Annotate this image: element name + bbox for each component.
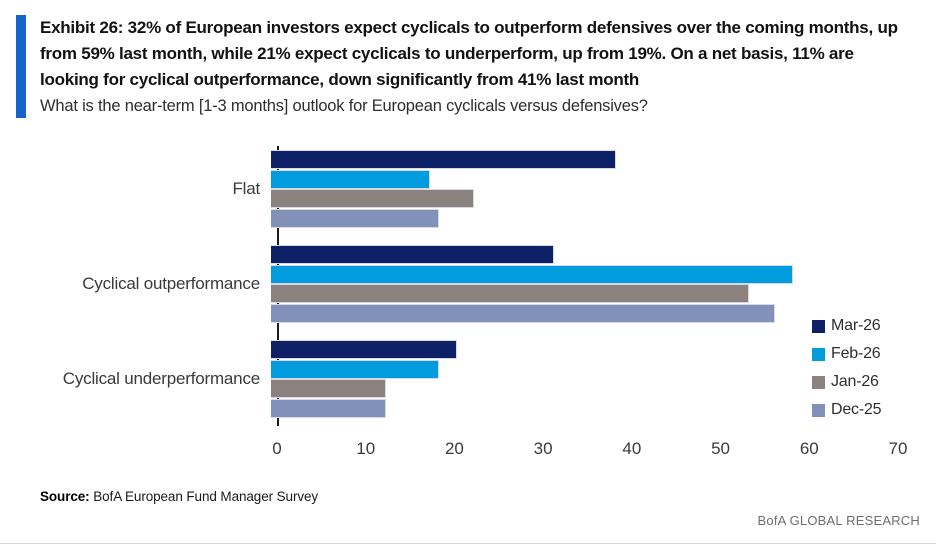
- x-tick-label: 10: [356, 439, 376, 458]
- legend-item-dec-25: Dec-25: [812, 401, 882, 419]
- bar-jan-26-cyclical-underperformance: [271, 379, 386, 398]
- source-text: BofA European Fund Manager Survey: [89, 489, 319, 504]
- legend-label: Mar-26: [831, 317, 881, 334]
- x-tick-label: 0: [272, 439, 282, 458]
- chart-group-flat: Flat: [0, 150, 898, 228]
- source-note: Source: BofA European Fund Manager Surve…: [40, 489, 318, 504]
- x-tick-label: 20: [444, 439, 464, 458]
- x-tick-label: 70: [888, 439, 908, 458]
- bar-dec-25-cyclical-outperformance: [271, 303, 776, 323]
- legend-swatch-icon: [812, 347, 825, 361]
- bar-feb-26-flat: [271, 169, 431, 189]
- category-label: Flat: [232, 179, 260, 198]
- header-accent-bar: [16, 15, 26, 118]
- x-tick-label: 60: [799, 439, 819, 458]
- chart-groups: Flat Cyclical outperformance Cyclical unde…: [0, 150, 898, 418]
- bar-feb-26-cyclical-underperformance: [271, 359, 439, 379]
- legend-item-mar-26: Mar-26: [812, 317, 881, 335]
- chart-question-subtitle: What is the near-term [1-3 months] outlo…: [40, 97, 648, 115]
- bar-dec-25-cyclical-underperformance: [271, 398, 386, 418]
- chart-group-cyclical-outperformance: Cyclical outperformance: [0, 245, 898, 323]
- bar-mar-26-flat: [271, 150, 616, 169]
- legend: Mar-26 Feb-26 Jan-26 Dec-25: [812, 317, 882, 429]
- brand-footer: BofA GLOBAL RESEARCH: [757, 513, 920, 528]
- legend-item-feb-26: Feb-26: [812, 345, 881, 363]
- source-label: Source:: [40, 489, 90, 504]
- category-label: Cyclical underperformance: [62, 369, 260, 388]
- legend-swatch-icon: [812, 403, 825, 417]
- legend-swatch-icon: [812, 375, 825, 389]
- legend-label: Feb-26: [831, 345, 881, 362]
- legend-label: Jan-26: [831, 373, 879, 390]
- bar-feb-26-cyclical-outperformance: [271, 264, 793, 284]
- exhibit-header: Exhibit 26: 32% of European investors ex…: [16, 15, 914, 118]
- bar-mar-26-cyclical-outperformance: [271, 245, 554, 264]
- x-axis: 0 10 20 30 40 50 60 70: [272, 439, 907, 461]
- x-tick-label: 40: [622, 439, 642, 458]
- bar-cluster: [269, 245, 890, 323]
- bar-cluster: [269, 340, 890, 418]
- x-tick-label: 30: [533, 439, 553, 458]
- category-label: Cyclical outperformance: [82, 274, 260, 293]
- bar-mar-26-cyclical-underperformance: [271, 340, 457, 359]
- legend-label: Dec-25: [831, 401, 882, 418]
- chart-group-cyclical-underperformance: Cyclical underperformance: [0, 340, 898, 418]
- bar-dec-25-flat: [271, 208, 439, 228]
- bar-jan-26-cyclical-outperformance: [271, 284, 749, 303]
- bar-jan-26-flat: [271, 189, 475, 208]
- header-text-block: Exhibit 26: 32% of European investors ex…: [40, 15, 914, 118]
- legend-swatch-icon: [812, 319, 825, 333]
- bar-chart: Flat Cyclical outperformance Cyclical unde…: [0, 146, 936, 466]
- x-tick-label: 50: [711, 439, 731, 458]
- exhibit-title: Exhibit 26: 32% of European investors ex…: [40, 18, 898, 89]
- bar-cluster: [269, 150, 890, 228]
- legend-item-jan-26: Jan-26: [812, 373, 881, 391]
